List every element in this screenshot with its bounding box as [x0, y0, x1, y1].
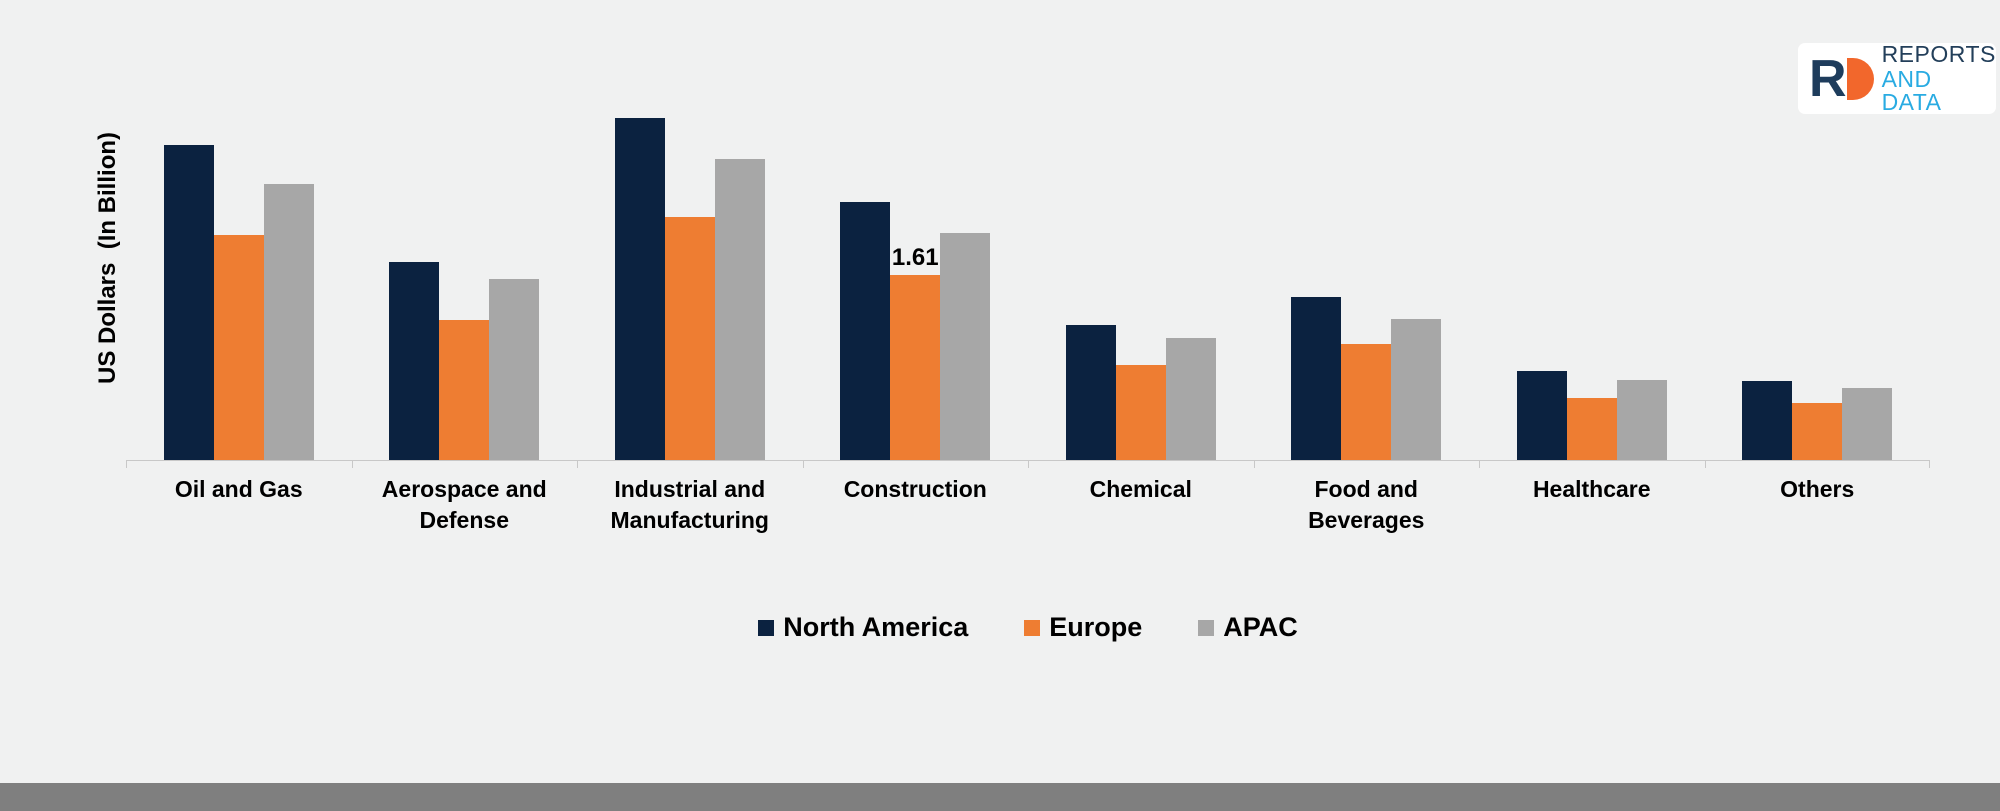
legend-swatch-icon	[758, 619, 775, 636]
legend-swatch-icon	[1198, 619, 1215, 636]
x-axis-labels: Oil and Gas Aerospace and Defense Industri…	[126, 474, 1930, 536]
axis-tick	[1479, 460, 1480, 468]
legend-label: APAC	[1223, 612, 1298, 642]
legend-item-north-america: North America	[758, 612, 968, 643]
logo-line1: REPORTS	[1881, 41, 1996, 67]
bar-north-america	[1516, 371, 1567, 460]
axis-tick	[352, 460, 353, 468]
axis-tick	[803, 460, 804, 468]
x-axis-label: Oil and Gas	[174, 476, 303, 502]
bar-apac	[714, 159, 765, 460]
bar-europe	[1566, 398, 1617, 460]
bar-north-america	[163, 145, 214, 460]
axis-tick	[1254, 460, 1255, 468]
logo-monogram-icon: R	[1809, 53, 1874, 105]
legend-item-apac: APAC	[1198, 612, 1298, 643]
axis-tick	[1028, 460, 1029, 468]
bar-apac	[489, 279, 540, 460]
axis-tick	[577, 460, 578, 468]
bar-north-america	[1291, 297, 1342, 460]
bar-apac	[1842, 388, 1893, 460]
bar-apac	[1616, 380, 1667, 460]
bar-group-chemical	[1028, 85, 1254, 460]
bar-europe	[213, 235, 264, 460]
bar-group-others	[1705, 85, 1931, 460]
axis-tick	[1705, 460, 1706, 468]
bar-europe: 1.61	[890, 244, 941, 460]
data-label: 1.61	[891, 244, 939, 271]
bar-europe	[664, 217, 715, 460]
x-axis-label: Chemical	[1089, 476, 1192, 502]
bar-group-aerospace-and-defense	[352, 85, 578, 460]
bar-group-industrial-and-manufacturing	[577, 85, 803, 460]
bar-apac	[1165, 338, 1216, 460]
axis-tick	[1929, 460, 1930, 468]
bar-europe	[1115, 365, 1166, 460]
legend-item-europe: Europe	[1024, 612, 1142, 643]
legend-label: Europe	[1049, 612, 1143, 642]
bar-apac	[940, 233, 991, 460]
logo-text: REPORTS AND DATA	[1882, 43, 1996, 114]
logo-letter-d-icon	[1846, 57, 1874, 100]
plot-area: 1.61	[126, 85, 1931, 468]
bar-north-america	[1065, 325, 1116, 460]
bar-apac	[1391, 319, 1442, 460]
logo-letter-r: R	[1809, 49, 1847, 108]
x-axis-label: Aerospace and Defense	[381, 476, 547, 534]
y-axis-title: US Dollars (In Billion)	[94, 131, 121, 385]
bar-europe	[1792, 403, 1843, 460]
x-axis-label: Industrial and Manufacturing	[610, 476, 769, 534]
x-axis-label: Food and Beverages	[1308, 476, 1425, 534]
legend-swatch-icon	[1024, 619, 1041, 636]
x-axis-label: Healthcare	[1532, 476, 1651, 502]
bar-group-food-and-beverages	[1254, 85, 1480, 460]
bar-north-america	[614, 118, 665, 460]
bar-group-oil-and-gas	[126, 85, 352, 460]
legend-label: North America	[783, 612, 969, 642]
bar-europe	[1341, 344, 1392, 460]
bar-north-america	[1742, 381, 1793, 460]
bar-group-construction: 1.61	[803, 85, 1029, 460]
bar-north-america	[840, 202, 891, 460]
x-axis-label: Construction	[843, 476, 987, 502]
reports-and-data-logo: R REPORTS AND DATA	[1798, 43, 1996, 114]
legend: North America Europe APAC	[126, 612, 1930, 643]
footer-band	[0, 783, 2000, 811]
bar-group-healthcare	[1479, 85, 1705, 460]
bar-north-america	[389, 262, 440, 460]
bar-apac	[263, 184, 314, 460]
logo-line2: AND DATA	[1881, 66, 1942, 115]
bar-europe	[439, 320, 490, 460]
x-axis-label: Others	[1780, 476, 1855, 502]
axis-tick	[126, 460, 127, 468]
